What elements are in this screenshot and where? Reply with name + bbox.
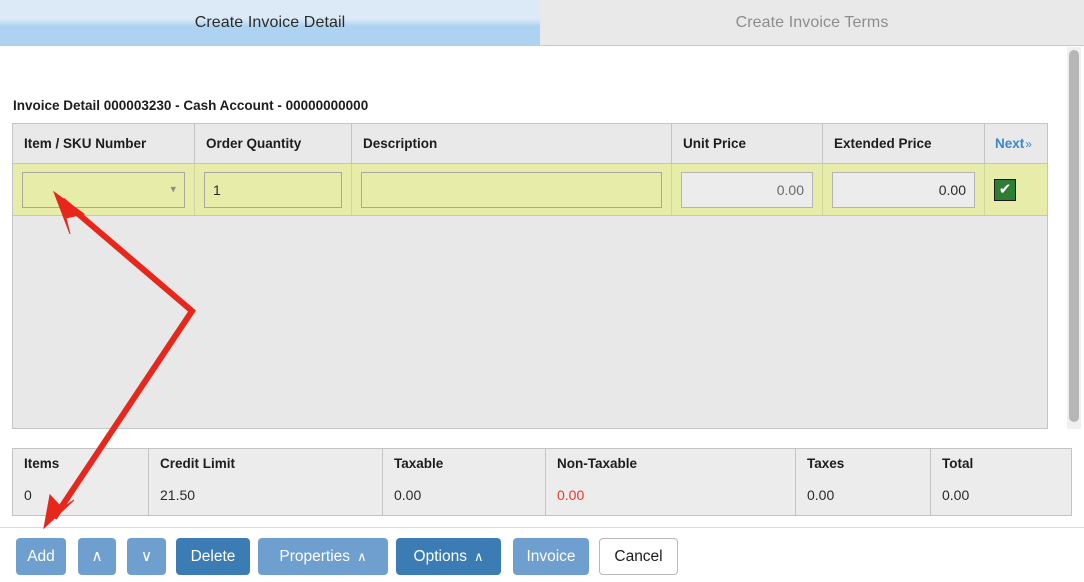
cell-item-sku-number: ▾	[13, 164, 195, 215]
tab-label: Create Invoice Detail	[194, 13, 346, 31]
column-header-label: Order Quantity	[206, 136, 302, 151]
scrollbar-thumb[interactable]	[1069, 50, 1079, 422]
options-button-label: Options	[413, 547, 467, 565]
add-button-label: Add	[27, 547, 55, 565]
column-header-label: Item / SKU Number	[24, 136, 147, 151]
summary-taxes: Taxes 0.00	[796, 449, 931, 515]
summary-label: Total	[942, 456, 974, 471]
order-quantity-input[interactable]	[204, 171, 342, 208]
summary-label: Non-Taxable	[557, 456, 638, 471]
grid-row: ▾ ✔	[13, 164, 1047, 216]
chevron-up-icon: ∧	[473, 549, 484, 564]
summary-taxable: Taxable 0.00	[383, 449, 546, 515]
grid-vertical-scrollbar[interactable]	[1067, 47, 1081, 429]
summary-credit-limit: Credit Limit 21.50	[149, 449, 383, 515]
summary-value: 0.00	[807, 487, 835, 503]
tab-label: Create Invoice Terms	[735, 13, 889, 31]
cell-order-quantity	[195, 164, 352, 215]
summary-value: 0.00	[394, 487, 422, 503]
column-header-unit-price[interactable]: Unit Price	[672, 124, 823, 163]
move-up-button[interactable]: ∧	[78, 538, 116, 575]
next-page-link[interactable]: Next »	[985, 124, 1047, 163]
column-header-item-sku-number[interactable]: Item / SKU Number	[13, 124, 195, 163]
description-input[interactable]	[361, 171, 662, 208]
summary-value: 0.00	[557, 487, 585, 503]
properties-button[interactable]: Properties ∧	[258, 538, 388, 575]
item-sku-number-input[interactable]	[22, 171, 185, 208]
summary-label: Taxes	[807, 456, 845, 471]
summary-items: Items 0	[13, 449, 149, 515]
chevron-down-icon: ∨	[140, 548, 153, 565]
move-down-button[interactable]: ∨	[127, 538, 166, 575]
column-header-label: Extended Price	[834, 136, 932, 151]
cell-extended-price	[823, 164, 985, 215]
cancel-button-label: Cancel	[614, 547, 663, 565]
column-header-description[interactable]: Description	[352, 124, 672, 163]
summary-label: Items	[24, 456, 60, 471]
cancel-button[interactable]: Cancel	[599, 538, 678, 575]
action-button-bar: Add ∧ ∨ Delete Properties ∧ Options ∧ In…	[0, 527, 1084, 582]
cell-description	[352, 164, 672, 215]
grid-header-row: Item / SKU Number Order Quantity Descrip…	[13, 124, 1047, 164]
chevron-up-icon: ∧	[357, 549, 367, 564]
properties-button-label: Properties	[279, 547, 351, 565]
delete-button[interactable]: Delete	[176, 538, 250, 575]
extended-price-input[interactable]	[832, 171, 975, 208]
add-button[interactable]: Add	[16, 538, 66, 575]
check-icon: ✔	[998, 181, 1012, 198]
delete-button-label: Delete	[190, 547, 236, 565]
column-header-label: Description	[363, 136, 438, 151]
invoice-button[interactable]: Invoice	[513, 538, 589, 575]
column-header-extended-price[interactable]: Extended Price	[823, 124, 985, 163]
row-select-checkbox[interactable]: ✔	[994, 178, 1016, 201]
column-header-label: Unit Price	[683, 136, 747, 151]
chevron-up-icon: ∧	[91, 548, 103, 565]
cell-row-selector: ✔	[985, 164, 1047, 215]
unit-price-input[interactable]	[681, 171, 813, 208]
summary-value: 21.50	[160, 487, 196, 503]
column-header-order-quantity[interactable]: Order Quantity	[195, 124, 352, 163]
tab-create-invoice-terms[interactable]: Create Invoice Terms	[540, 0, 1084, 45]
summary-total: Total 0.00	[931, 449, 1071, 515]
tab-create-invoice-detail[interactable]: Create Invoice Detail	[0, 0, 540, 45]
next-link-label: Next	[995, 136, 1025, 151]
tab-bar: Create Invoice Detail Create Invoice Ter…	[0, 0, 1084, 46]
invoice-button-label: Invoice	[526, 547, 576, 565]
invoice-totals-summary: Items 0 Credit Limit 21.50 Taxable 0.00 …	[12, 448, 1072, 516]
summary-label: Taxable	[394, 456, 444, 471]
summary-non-taxable: Non-Taxable 0.00	[546, 449, 796, 515]
cell-unit-price	[672, 164, 823, 215]
summary-label: Credit Limit	[160, 456, 236, 471]
double-chevron-right-icon: »	[1025, 136, 1032, 151]
summary-value: 0.00	[942, 487, 970, 503]
summary-value: 0	[24, 487, 32, 503]
invoice-line-items-grid: Item / SKU Number Order Quantity Descrip…	[12, 123, 1048, 429]
options-button[interactable]: Options ∧	[396, 538, 501, 575]
invoice-detail-heading: Invoice Detail 000003230 - Cash Account …	[13, 98, 369, 113]
